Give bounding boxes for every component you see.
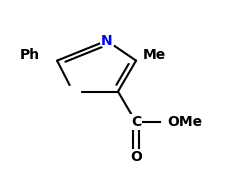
Text: Ph: Ph bbox=[20, 48, 40, 62]
Text: N: N bbox=[101, 34, 113, 48]
Text: C: C bbox=[131, 115, 141, 129]
Text: OMe: OMe bbox=[168, 115, 203, 129]
Text: Me: Me bbox=[143, 48, 166, 62]
Text: O: O bbox=[130, 150, 142, 164]
